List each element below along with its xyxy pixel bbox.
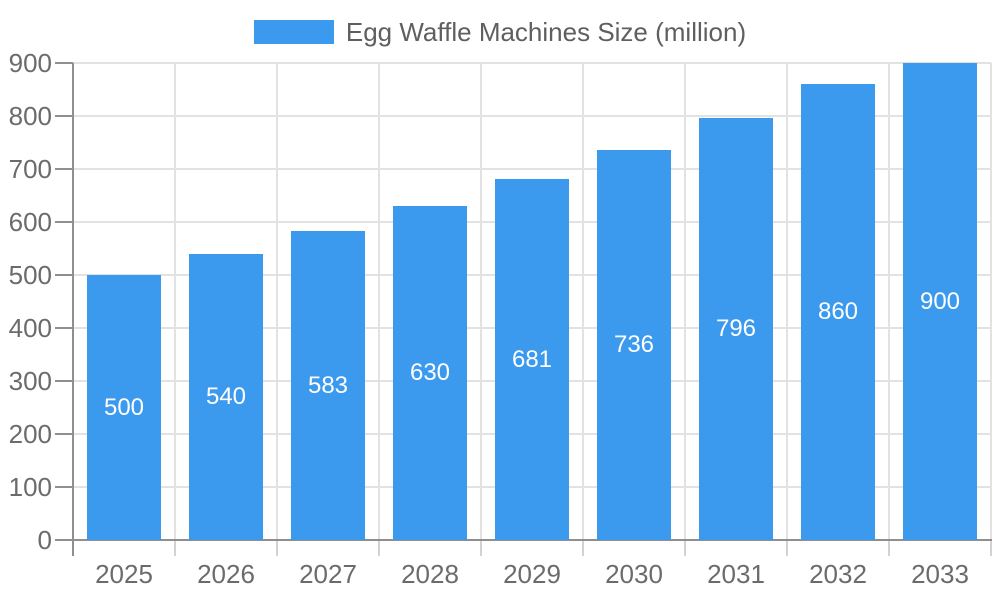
x-axis-tick — [990, 541, 992, 556]
x-axis-line — [72, 539, 992, 541]
bar-value-label: 900 — [919, 287, 961, 315]
legend-item[interactable]: Egg Waffle Machines Size (million) — [0, 18, 1000, 46]
gridline-vertical — [990, 63, 992, 540]
bar-value-label: 796 — [715, 315, 757, 343]
bar-value-label: 583 — [307, 371, 349, 399]
x-axis-label: 2027 — [299, 559, 357, 589]
y-axis-label: 900 — [8, 48, 52, 78]
gridline-vertical — [174, 63, 176, 540]
legend-swatch — [253, 20, 334, 44]
y-axis-tick — [55, 221, 73, 223]
bar-2032[interactable] — [801, 84, 875, 540]
x-axis-tick — [174, 541, 176, 556]
gridline-horizontal — [73, 168, 991, 170]
y-axis-tick — [55, 380, 73, 382]
bar-value-label: 500 — [103, 393, 145, 421]
y-axis-line — [72, 63, 74, 556]
y-axis-label: 800 — [8, 101, 52, 131]
y-axis-label: 300 — [8, 366, 52, 396]
y-axis-tick — [55, 168, 73, 170]
x-axis-tick — [480, 541, 482, 556]
x-axis-tick — [786, 541, 788, 556]
x-axis-tick — [684, 541, 686, 556]
gridline-vertical — [480, 63, 482, 540]
x-axis-label: 2025 — [95, 559, 153, 589]
x-axis-tick — [888, 541, 890, 556]
y-axis-label: 200 — [8, 419, 52, 449]
x-axis-label: 2031 — [707, 559, 765, 589]
bar-value-label: 681 — [511, 345, 553, 373]
bar-2027[interactable] — [291, 231, 365, 540]
x-axis-label: 2030 — [605, 559, 663, 589]
x-axis-label: 2026 — [197, 559, 255, 589]
bar-2030[interactable] — [597, 149, 671, 540]
gridline-vertical — [276, 63, 278, 540]
y-axis-tick — [55, 486, 73, 488]
y-axis-tick — [55, 115, 73, 117]
x-axis-label: 2032 — [809, 559, 867, 589]
y-axis-tick — [55, 274, 73, 276]
bar-value-label: 736 — [613, 330, 655, 358]
bar-2033[interactable] — [903, 63, 977, 540]
bar-value-label: 630 — [409, 359, 451, 387]
y-axis-tick — [55, 327, 73, 329]
y-axis-label: 500 — [8, 260, 52, 290]
bar-value-label: 540 — [205, 382, 247, 410]
x-axis-tick — [378, 541, 380, 556]
gridline-horizontal — [73, 62, 991, 64]
bar-2029[interactable] — [495, 179, 569, 540]
x-axis-label: 2029 — [503, 559, 561, 589]
y-axis-label: 600 — [8, 207, 52, 237]
gridline-vertical — [786, 63, 788, 540]
bar-2025[interactable] — [87, 275, 161, 540]
y-axis-label: 100 — [8, 472, 52, 502]
bar-2031[interactable] — [699, 118, 773, 540]
x-axis-tick — [582, 541, 584, 556]
gridline-horizontal — [73, 115, 991, 117]
bar-value-label: 860 — [817, 298, 859, 326]
gridline-vertical — [888, 63, 890, 540]
y-axis-label: 0 — [37, 525, 52, 555]
bar-2026[interactable] — [189, 253, 263, 540]
y-axis-tick — [55, 433, 73, 435]
x-axis-label: 2033 — [911, 559, 969, 589]
x-axis-label: 2028 — [401, 559, 459, 589]
gridline-vertical — [378, 63, 380, 540]
legend-label: Egg Waffle Machines Size (million) — [345, 17, 747, 47]
y-axis-label: 700 — [8, 154, 52, 184]
x-axis-tick — [276, 541, 278, 556]
y-axis-label: 400 — [8, 313, 52, 343]
gridline-vertical — [684, 63, 686, 540]
bar-2028[interactable] — [393, 206, 467, 540]
y-axis-tick — [55, 62, 73, 64]
y-axis-tick — [55, 539, 73, 541]
gridline-vertical — [582, 63, 584, 540]
